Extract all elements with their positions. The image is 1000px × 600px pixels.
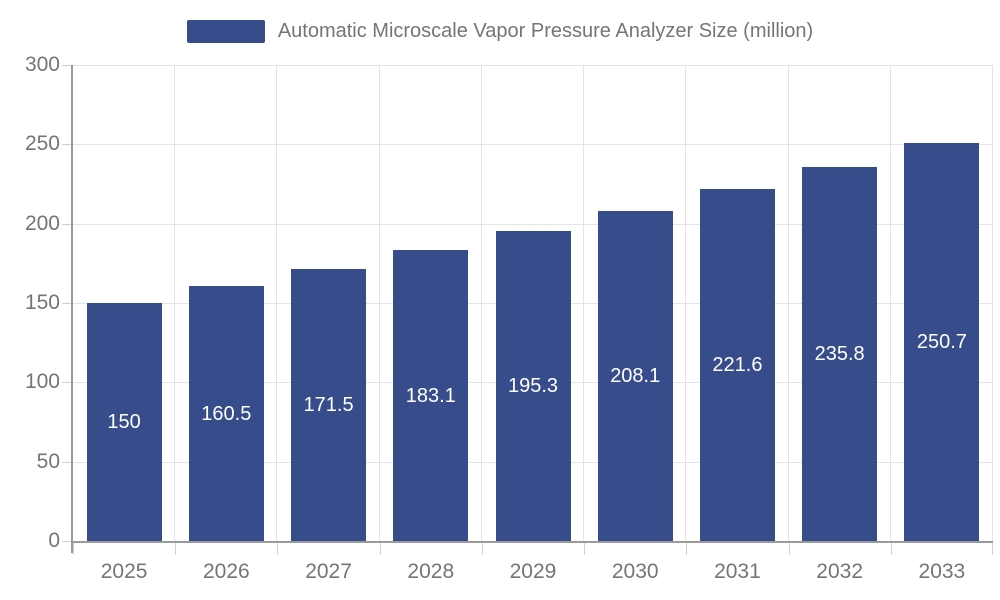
- y-tick-label: 200: [24, 211, 60, 235]
- gridline-vertical: [174, 65, 176, 541]
- legend-swatch: [186, 19, 265, 43]
- x-axis-tick: [481, 543, 483, 555]
- x-axis-tick: [73, 543, 74, 555]
- y-axis-tick: [62, 303, 71, 304]
- gridline-horizontal: [73, 65, 993, 66]
- x-axis-tick: [788, 543, 790, 555]
- bar[interactable]: [597, 210, 673, 541]
- gridline-vertical: [378, 65, 380, 541]
- y-tick-label: 50: [36, 449, 60, 473]
- gridline-vertical: [787, 65, 789, 541]
- x-tick-label: 2029: [509, 560, 557, 583]
- y-axis-tick: [62, 461, 71, 463]
- y-tick-label: 250: [24, 132, 60, 156]
- bar[interactable]: [699, 189, 775, 541]
- bar[interactable]: [495, 231, 571, 541]
- x-axis-tick: [175, 543, 177, 555]
- x-tick-label: 2028: [407, 560, 455, 583]
- legend-item[interactable]: Automatic Microscale Vapor Pressure Anal…: [0, 17, 1000, 45]
- bar[interactable]: [393, 250, 469, 541]
- bar[interactable]: [802, 166, 878, 541]
- legend-label: Automatic Microscale Vapor Pressure Anal…: [277, 19, 814, 42]
- x-axis-tick: [584, 543, 586, 555]
- x-tick-label: 2032: [816, 560, 864, 583]
- x-tick-label: 2025: [100, 560, 148, 583]
- gridline-vertical: [276, 65, 278, 541]
- x-axis-line: [71, 541, 993, 543]
- y-axis-tick: [62, 65, 71, 66]
- x-axis-tick: [277, 543, 279, 555]
- y-tick-label: 300: [24, 53, 60, 76]
- x-axis-tick: [890, 543, 892, 555]
- x-tick-label: 2027: [305, 560, 352, 583]
- x-axis-tick: [686, 543, 688, 555]
- y-tick-label: 150: [24, 291, 60, 314]
- y-tick-label: 100: [24, 370, 60, 394]
- gridline-vertical: [685, 65, 687, 541]
- plot-area: 0 50 100 150 200 250 300 150 2025 160.5 2026 171.5 2…: [25, 53, 993, 583]
- gridline-horizontal: [73, 223, 993, 225]
- x-axis-tick: [379, 543, 381, 555]
- x-tick-label: 2030: [611, 560, 659, 583]
- y-axis-tick: [62, 223, 71, 225]
- y-tick-label: 0: [48, 529, 60, 552]
- gridline-vertical: [889, 65, 891, 541]
- x-tick-label: 2033: [918, 560, 966, 583]
- x-tick-label: 2026: [202, 560, 250, 583]
- bar[interactable]: [86, 303, 162, 541]
- y-axis-tick: [62, 382, 71, 384]
- bar[interactable]: [291, 268, 367, 541]
- y-axis-tick: [62, 541, 71, 542]
- y-axis-tick: [62, 144, 71, 146]
- bar[interactable]: [188, 286, 264, 541]
- gridline-horizontal: [73, 144, 993, 146]
- bar[interactable]: [904, 143, 980, 541]
- gridline-vertical: [583, 65, 585, 541]
- y-axis-line: [71, 65, 73, 553]
- gridline-vertical: [480, 65, 482, 541]
- x-tick-label: 2031: [714, 560, 761, 583]
- gridline-vertical: [992, 65, 993, 541]
- x-axis-tick: [992, 543, 993, 555]
